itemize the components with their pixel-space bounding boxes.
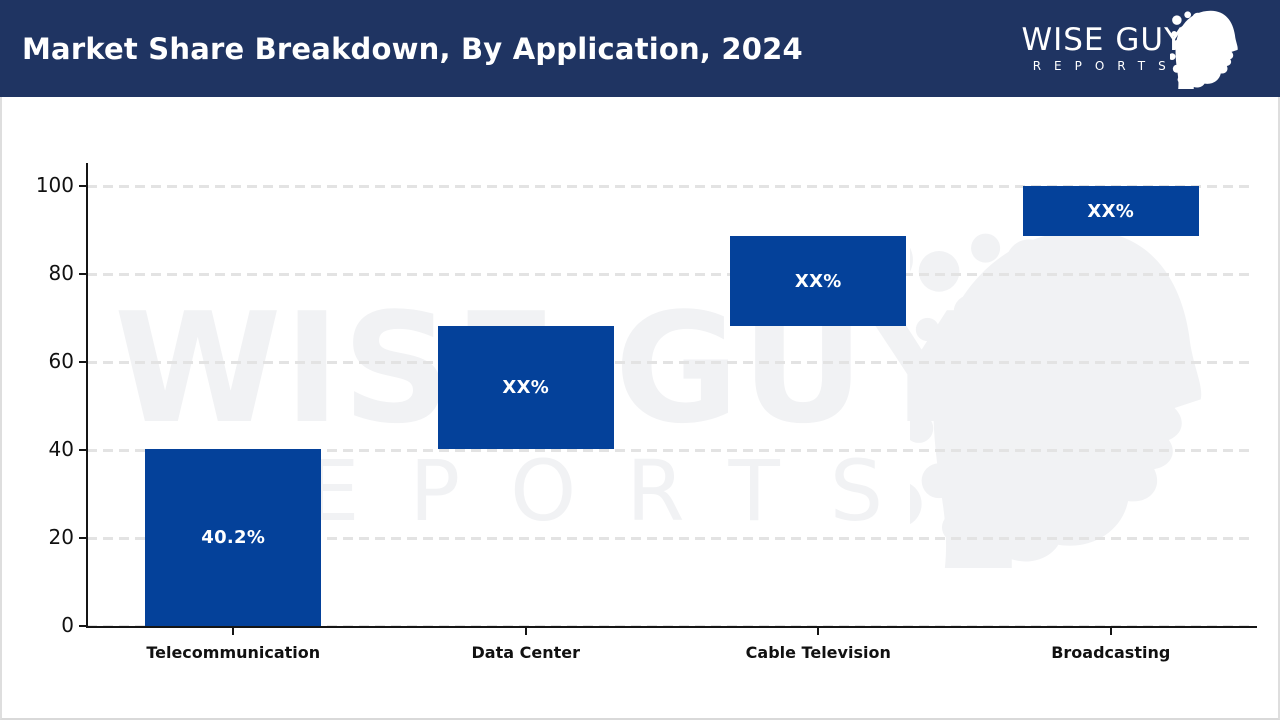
- y-axis-tick-label: 60: [48, 349, 74, 373]
- y-axis-tick: [79, 185, 86, 187]
- gridline: [87, 185, 1254, 188]
- y-axis-tick: [79, 449, 86, 451]
- logo-subtext: REPORTS: [1032, 59, 1179, 74]
- page-title: Market Share Breakdown, By Application, …: [22, 31, 803, 66]
- y-axis-tick-label: 80: [48, 261, 74, 285]
- watermark-head-icon: [910, 230, 1202, 568]
- header-bar: Market Share Breakdown, By Application, …: [0, 0, 1280, 97]
- y-axis-line: [86, 163, 88, 628]
- logo-head-icon: [1170, 10, 1238, 89]
- bar-value-label: XX%: [794, 270, 842, 292]
- bar-value-label: XX%: [1087, 200, 1135, 222]
- gridline: [87, 273, 1254, 276]
- bar-value-label: 40.2%: [201, 527, 266, 549]
- x-axis-label-telecommunication: Telecommunication: [146, 643, 321, 662]
- brand-logo: WISE GUY REPORTS: [1021, 8, 1258, 89]
- y-axis-tick: [79, 537, 86, 539]
- y-axis-tick: [79, 361, 86, 363]
- bar-cable-television: XX%: [730, 236, 907, 326]
- y-axis-tick-label: 40: [48, 437, 74, 461]
- logo-wordmark: WISE GUY: [1021, 21, 1184, 58]
- y-axis-tick-label: 100: [35, 173, 74, 197]
- x-axis-label-broadcasting: Broadcasting: [1051, 643, 1171, 662]
- x-axis-tick: [524, 628, 527, 635]
- bar-value-label: XX%: [502, 377, 550, 398]
- bar-data-center: XX%: [437, 325, 614, 450]
- x-axis-tick: [232, 628, 235, 635]
- x-axis-tick: [1109, 628, 1112, 635]
- bar-telecommunication: 40.2%: [145, 449, 322, 626]
- x-axis-label-data-center: Data Center: [471, 643, 580, 662]
- x-axis-tick: [817, 628, 820, 635]
- logo-text: WISE GUY REPORTS: [1021, 24, 1184, 74]
- x-axis-label-cable-television: Cable Television: [745, 643, 891, 662]
- gridline: [87, 361, 1254, 364]
- gridline: [87, 449, 1254, 452]
- y-axis-tick-label: 0: [61, 613, 74, 637]
- gridline: [87, 537, 1254, 540]
- x-axis-line: [86, 626, 1257, 628]
- y-axis-tick: [79, 625, 86, 627]
- bar-broadcasting: XX%: [1022, 186, 1199, 237]
- y-axis-tick: [79, 273, 86, 275]
- chart-area: WISE GUY REPORTS 0 20 40 60 80 100 40.2% XX% XX…: [0, 97, 1280, 720]
- y-axis-tick-label: 20: [48, 525, 74, 549]
